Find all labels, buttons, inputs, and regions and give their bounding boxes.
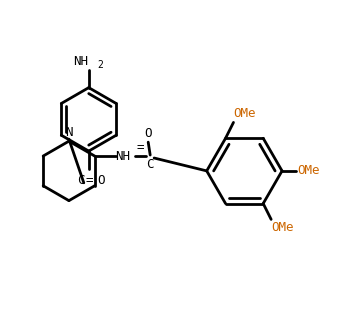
Text: =: = <box>136 141 144 154</box>
Text: OMe: OMe <box>297 164 320 177</box>
Text: O: O <box>144 127 152 140</box>
Text: 2: 2 <box>98 60 103 70</box>
Text: C: C <box>146 158 154 171</box>
Text: OMe: OMe <box>234 108 256 121</box>
Text: O: O <box>97 174 104 187</box>
Text: =: = <box>86 174 93 187</box>
Text: C: C <box>77 174 85 187</box>
Text: N: N <box>65 126 73 139</box>
Text: NH: NH <box>115 150 130 162</box>
Text: OMe: OMe <box>271 221 294 234</box>
Text: NH: NH <box>73 55 88 68</box>
